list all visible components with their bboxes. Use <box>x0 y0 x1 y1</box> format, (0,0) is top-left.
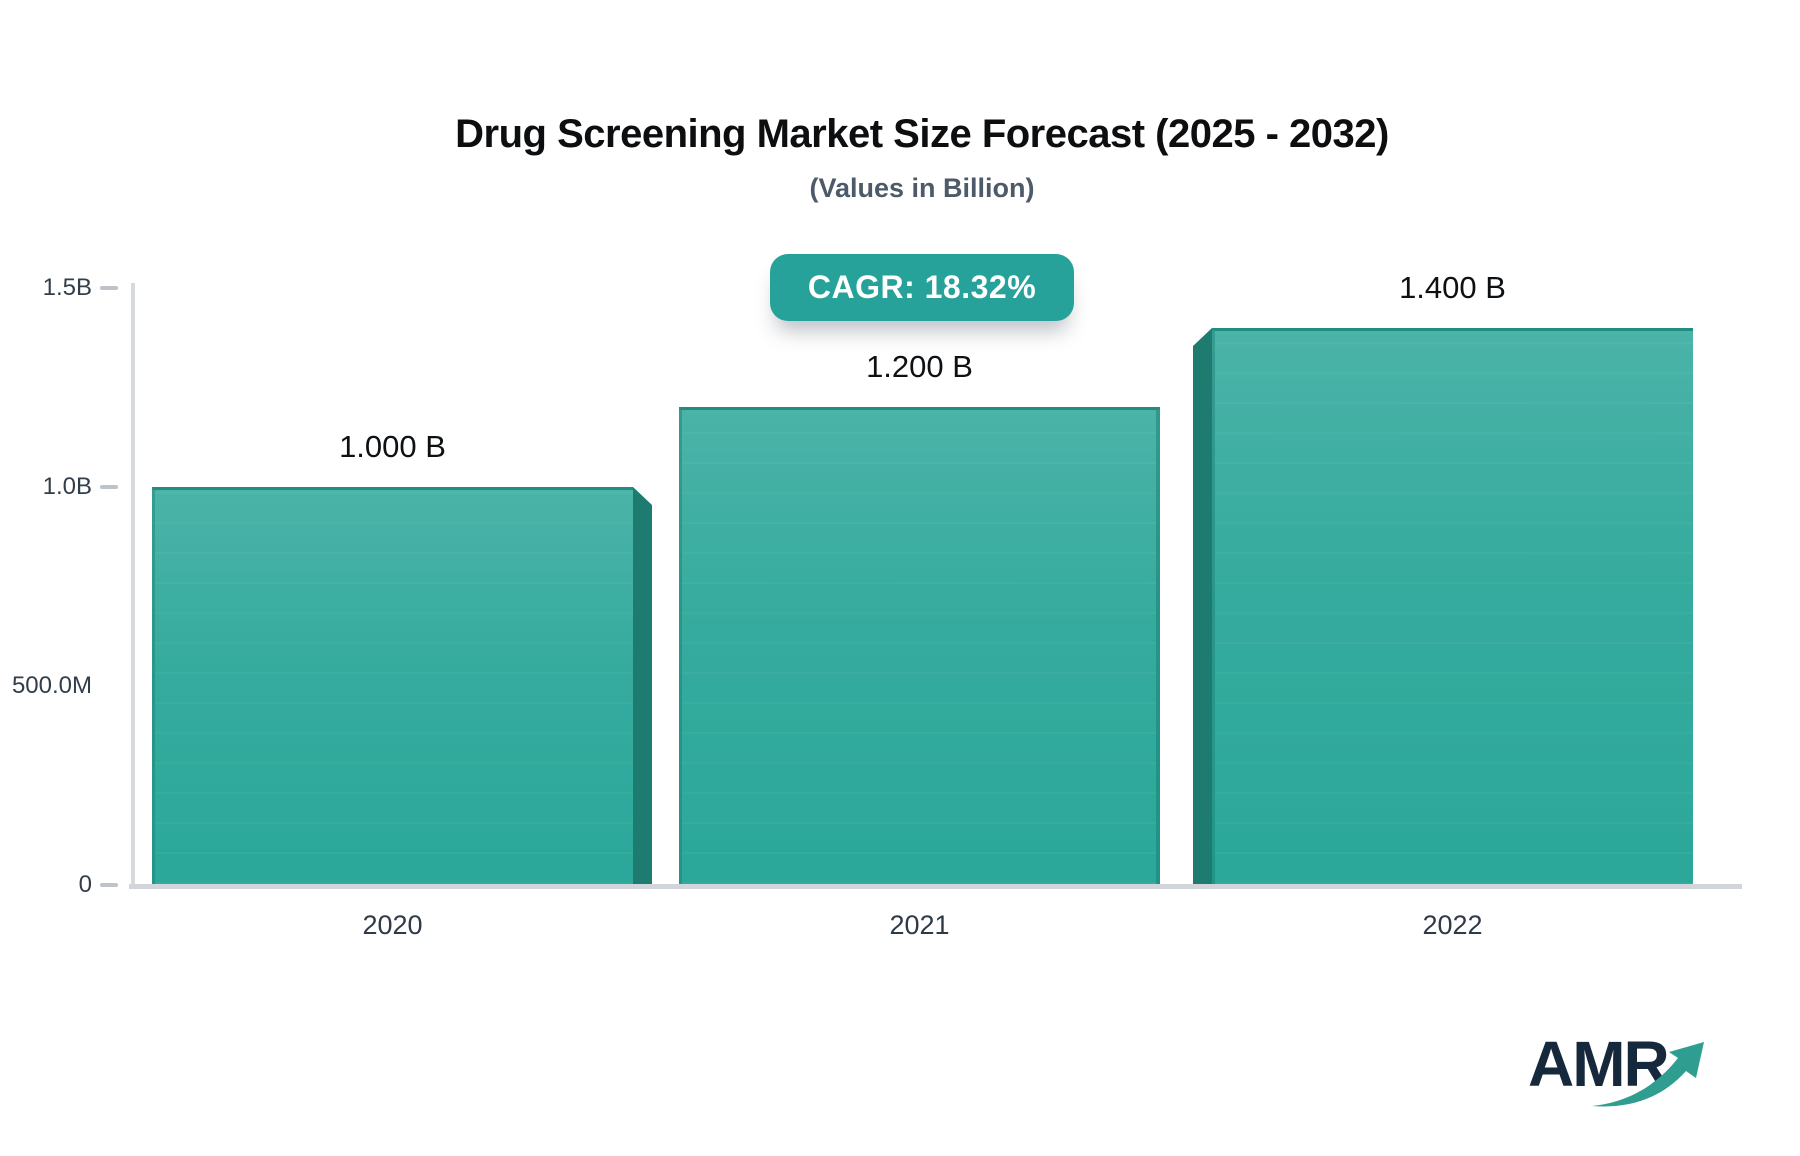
growth-arrow-icon <box>1592 1042 1704 1107</box>
bar-2020 <box>152 487 633 884</box>
y-axis-label: 1.5B <box>42 274 92 301</box>
chart-header: Drug Screening Market Size Forecast (202… <box>44 0 1800 321</box>
y-axis-tick <box>100 883 118 887</box>
cagr-badge: CAGR: 18.32% <box>769 254 1075 321</box>
y-axis-label: 500.0M <box>11 672 92 699</box>
chart-subtitle: (Values in Billion) <box>809 173 1035 203</box>
chart-title: Drug Screening Market Size Forecast (202… <box>455 112 1389 156</box>
x-axis-label: 2021 <box>889 910 950 940</box>
amr-logo-text: AMR <box>1528 1028 1670 1100</box>
x-axis-line <box>129 884 1742 889</box>
bar-value-label: 1.000 B <box>339 429 446 464</box>
bar-value-label: 1.400 B <box>1399 270 1506 305</box>
bar-2021 <box>679 407 1160 884</box>
bar-2022 <box>1212 328 1693 884</box>
amr-logo: AMR <box>1528 1032 1728 1122</box>
y-axis-label: 1.0B <box>42 473 92 500</box>
bar-side-3d <box>633 487 652 884</box>
bar-side-3d <box>1193 328 1212 884</box>
y-axis-label: 0 <box>78 871 92 898</box>
x-axis-label: 2020 <box>362 910 423 940</box>
y-axis-tick <box>100 485 118 489</box>
x-axis-label: 2022 <box>1422 910 1483 940</box>
y-axis-tick <box>100 286 118 290</box>
y-axis-line <box>131 283 135 889</box>
bar-value-label: 1.200 B <box>866 349 973 384</box>
